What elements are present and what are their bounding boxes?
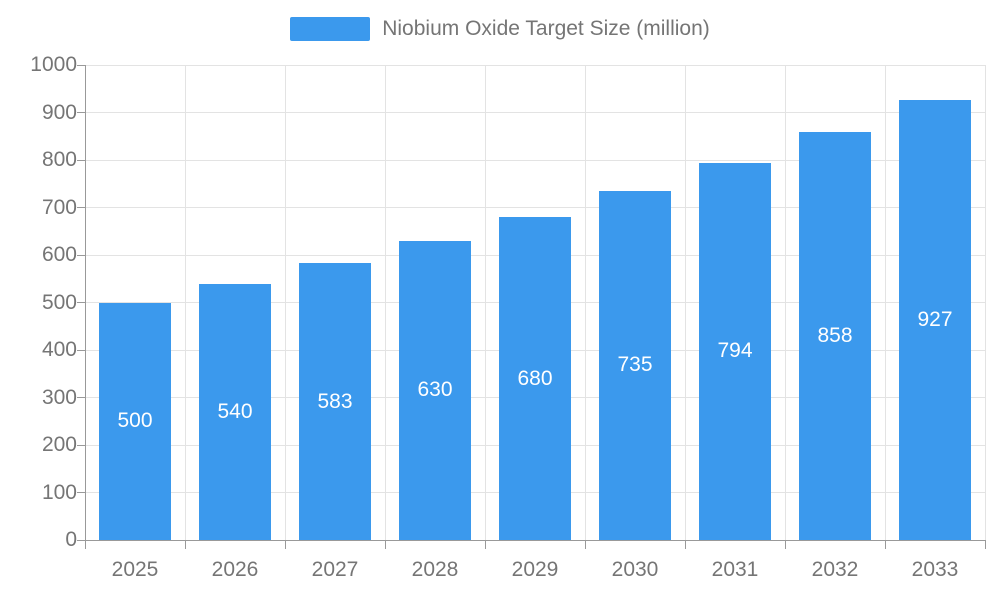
bar: 583	[299, 263, 371, 540]
y-axis-tick-label: 1000	[30, 53, 77, 76]
y-axis-tick-label: 400	[41, 338, 77, 361]
y-axis-tick-label: 800	[41, 148, 77, 171]
y-axis-tick	[77, 397, 85, 398]
y-axis-tick-label: 0	[65, 528, 77, 551]
x-axis-tick	[584, 541, 586, 549]
gridline-vertical	[684, 65, 686, 540]
plot-area: 0 100 200 300 400 500 600 700 800 900 1000 500 2025 5…	[30, 53, 986, 581]
gridline-vertical	[484, 65, 486, 540]
y-axis-tick	[77, 112, 85, 113]
x-axis-tick	[384, 541, 386, 549]
x-axis-tick-label: 2029	[511, 558, 559, 581]
bar-value-label: 794	[717, 339, 753, 363]
y-axis-tick	[77, 539, 85, 541]
y-axis-tick	[77, 349, 85, 351]
y-axis-tick-label: 500	[41, 290, 77, 314]
y-axis-tick-label: 600	[41, 243, 77, 266]
bar-value-label: 630	[417, 378, 453, 402]
legend-item[interactable]: Niobium Oxide Target Size (million)	[290, 17, 710, 41]
gridline-vertical	[884, 65, 886, 540]
gridline-horizontal	[85, 207, 985, 208]
y-axis-tick	[77, 444, 85, 446]
y-axis-tick-label: 700	[41, 195, 77, 219]
gridline-horizontal	[85, 112, 985, 113]
x-axis-tick-label: 2027	[311, 558, 359, 581]
x-axis-tick-label: 2032	[811, 558, 859, 581]
x-axis-tick	[484, 541, 486, 549]
x-axis-tick-label: 2028	[411, 558, 459, 581]
x-axis-tick-label: 2030	[611, 558, 659, 581]
x-axis-tick	[284, 541, 286, 549]
x-axis-tick-label: 2033	[911, 558, 959, 581]
legend-label: Niobium Oxide Target Size (million)	[382, 17, 710, 40]
bar-value-label: 858	[817, 324, 853, 348]
bar: 500	[99, 302, 171, 540]
y-axis-tick-label: 100	[41, 480, 77, 504]
x-axis-tick	[884, 541, 886, 549]
bar: 540	[199, 283, 271, 540]
x-axis-tick-label: 2031	[711, 558, 759, 581]
bar-value-label: 540	[217, 399, 253, 423]
bar-value-label: 680	[517, 366, 553, 390]
bar-value-label: 927	[917, 307, 953, 331]
gridline-vertical	[784, 65, 786, 540]
bar: 735	[599, 190, 671, 540]
gridline-vertical	[384, 65, 386, 540]
bar-value-label: 500	[117, 409, 153, 433]
y-axis-tick	[77, 64, 85, 66]
y-axis-tick-label: 200	[41, 433, 77, 456]
x-axis-tick-label: 2026	[211, 558, 259, 581]
bar: 927	[899, 99, 971, 540]
x-axis-tick-label: 2025	[111, 558, 159, 581]
x-axis-tick	[784, 541, 786, 549]
y-axis-tick	[77, 254, 85, 256]
x-axis-tick	[184, 541, 186, 549]
bar-value-label: 583	[317, 389, 353, 413]
y-axis-tick	[77, 159, 85, 161]
gridline-vertical	[184, 65, 186, 540]
legend-swatch	[290, 17, 371, 41]
gridline-vertical	[984, 65, 986, 540]
bar: 858	[799, 132, 871, 540]
gridline-horizontal	[85, 64, 985, 66]
bar: 680	[499, 217, 571, 540]
bar: 794	[699, 162, 771, 540]
y-axis-tick	[77, 492, 85, 493]
bar-value-label: 735	[617, 353, 653, 377]
chart-legend: Niobium Oxide Target Size (million)	[0, 17, 1000, 41]
y-axis-tick-label: 900	[41, 100, 77, 124]
y-axis-tick	[77, 302, 85, 303]
x-axis-tick	[684, 541, 686, 549]
y-axis-tick-label: 300	[41, 385, 77, 409]
gridline-horizontal	[85, 159, 985, 161]
gridline-vertical	[584, 65, 586, 540]
x-axis-tick	[984, 541, 986, 549]
y-axis-line	[85, 65, 86, 548]
x-axis-line	[85, 540, 986, 541]
gridline-vertical	[284, 65, 286, 540]
y-axis-tick	[77, 207, 85, 208]
bar: 630	[399, 240, 471, 540]
